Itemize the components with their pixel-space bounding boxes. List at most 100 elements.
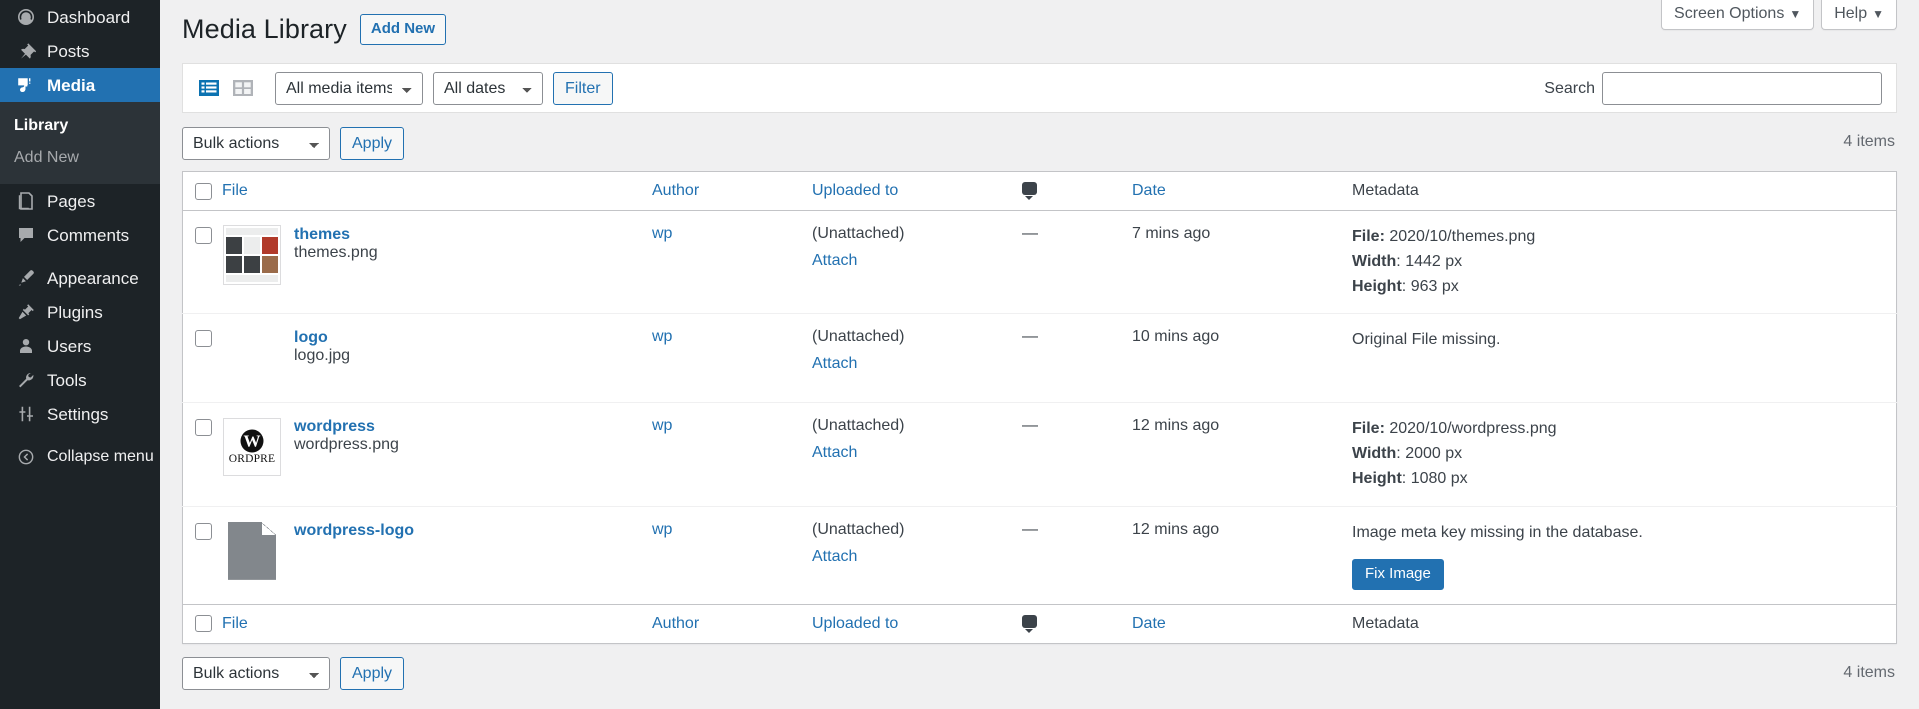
- sidebar-subitem-add-new[interactable]: Add New: [0, 142, 160, 174]
- author-link[interactable]: wp: [652, 417, 673, 435]
- column-footer-comments[interactable]: [1022, 603, 1132, 644]
- chevron-down-icon: ▼: [1872, 7, 1884, 21]
- column-link-author[interactable]: Author: [652, 614, 700, 632]
- column-footer-file[interactable]: File: [222, 603, 652, 644]
- row-author-cell: wp: [652, 402, 812, 507]
- apply-button-bottom[interactable]: Apply: [340, 657, 405, 691]
- date-filter-select[interactable]: All dates: [433, 71, 543, 105]
- media-filter-bar: All media items All dates Filter Search: [182, 63, 1897, 114]
- fix-image-button[interactable]: Fix Image: [1352, 558, 1444, 590]
- attach-link[interactable]: Attach: [812, 444, 858, 462]
- column-footer-author[interactable]: Author: [652, 603, 812, 644]
- sidebar-item-tools[interactable]: Tools: [0, 363, 160, 397]
- grid-view-icon[interactable]: [231, 76, 255, 100]
- column-header-author[interactable]: Author: [652, 171, 812, 212]
- column-link-uploaded-to[interactable]: Uploaded to: [812, 182, 899, 200]
- list-view-icon[interactable]: [197, 76, 221, 100]
- metadata-file-label: File:: [1352, 228, 1385, 246]
- screen-options-button[interactable]: Screen Options ▼: [1661, 0, 1815, 30]
- sidebar-item-dashboard[interactable]: Dashboard: [0, 0, 160, 34]
- sidebar-item-appearance[interactable]: Appearance: [0, 261, 160, 295]
- column-link-date[interactable]: Date: [1132, 182, 1166, 200]
- column-header-date[interactable]: Date: [1132, 171, 1352, 212]
- column-link-uploaded-to[interactable]: Uploaded to: [812, 614, 899, 632]
- bulk-actions-select-top[interactable]: Bulk actions: [182, 126, 330, 160]
- author-link[interactable]: wp: [652, 328, 673, 346]
- column-link-file[interactable]: File: [222, 614, 248, 632]
- metadata-height-value: 1080 px: [1410, 470, 1468, 488]
- displaying-num-bottom: 4 items: [1843, 663, 1895, 681]
- collapse-menu-button[interactable]: Collapse menu: [0, 440, 160, 474]
- search-input[interactable]: [1602, 72, 1882, 106]
- generic-file-thumb[interactable]: [222, 521, 282, 581]
- upload-date: 10 mins ago: [1132, 328, 1220, 346]
- attach-link[interactable]: Attach: [812, 547, 858, 565]
- attach-link[interactable]: Attach: [812, 355, 858, 373]
- media-submenu: Library Add New: [0, 102, 160, 184]
- author-link[interactable]: wp: [652, 520, 673, 538]
- table-row: wordpress-logo wp (Unattached) Attach —: [182, 505, 1897, 605]
- column-link-date[interactable]: Date: [1132, 614, 1166, 632]
- table-row: themes themes.png wp (Unattached) Attach…: [183, 211, 1897, 314]
- author-link[interactable]: wp: [652, 225, 673, 243]
- dashboard-icon: [14, 7, 38, 27]
- sidebar-item-media[interactable]: Media: [0, 68, 168, 102]
- column-footer-uploaded-to[interactable]: Uploaded to: [812, 603, 1022, 644]
- wordpress-logo-thumb[interactable]: W ORDPRE: [222, 417, 282, 477]
- sidebar-item-label: Comments: [47, 225, 130, 245]
- row-author-cell: wp: [652, 313, 812, 403]
- comments-count: —: [1022, 520, 1038, 538]
- displaying-num-top: 4 items: [1843, 133, 1895, 151]
- apply-button-top[interactable]: Apply: [340, 126, 405, 160]
- media-title-link[interactable]: themes: [294, 226, 351, 244]
- column-link-file[interactable]: File: [222, 182, 248, 200]
- column-footer-date[interactable]: Date: [1132, 603, 1352, 644]
- sidebar-item-users[interactable]: Users: [0, 329, 160, 363]
- select-all-checkbox-bottom[interactable]: [195, 615, 212, 633]
- media-title-link[interactable]: wordpress-logo: [294, 521, 415, 539]
- row-file-cell: themes themes.png: [222, 211, 652, 314]
- metadata-height-value: 963 px: [1410, 277, 1459, 295]
- broken-image-thumb[interactable]: [222, 328, 282, 388]
- media-filename: logo.jpg: [294, 347, 351, 365]
- admin-sidebar: Dashboard Posts Media Library Add New Pa…: [0, 0, 168, 709]
- filter-button[interactable]: Filter: [553, 71, 613, 105]
- row-checkbox[interactable]: [195, 330, 212, 348]
- add-new-button[interactable]: Add New: [359, 14, 447, 45]
- sidebar-item-posts[interactable]: Posts: [0, 34, 160, 68]
- sidebar-item-label: Posts: [47, 41, 90, 61]
- sidebar-item-plugins[interactable]: Plugins: [0, 295, 160, 329]
- row-checkbox[interactable]: [195, 522, 212, 540]
- media-filename: wordpress.png: [294, 436, 399, 454]
- metadata-height-label: Height: [1352, 277, 1402, 295]
- select-all-checkbox-top[interactable]: [195, 182, 212, 200]
- row-comments-cell: —: [1022, 211, 1132, 314]
- sidebar-subitem-library[interactable]: Library: [0, 110, 160, 142]
- help-button[interactable]: Help ▼: [1821, 0, 1897, 30]
- themes-screenshot-thumb[interactable]: [222, 225, 282, 286]
- row-metadata-cell: File: 2020/10/themes.png Width: 1442 px …: [1352, 211, 1897, 314]
- sidebar-item-pages[interactable]: Pages: [0, 184, 160, 218]
- column-header-metadata: Metadata: [1352, 171, 1897, 212]
- media-title-link[interactable]: wordpress: [294, 418, 375, 436]
- row-checkbox[interactable]: [195, 419, 212, 437]
- row-checkbox[interactable]: [195, 227, 212, 245]
- column-header-file[interactable]: File: [222, 171, 652, 212]
- column-link-author[interactable]: Author: [652, 182, 700, 200]
- column-header-uploaded-to[interactable]: Uploaded to: [812, 171, 1022, 212]
- metadata-width-line: Width: 1442 px: [1352, 252, 1463, 270]
- wp-body: Screen Options ▼ Help ▼ Media Library Add …: [160, 0, 1919, 709]
- unattached-label: (Unattached): [812, 225, 905, 243]
- metadata-message: Original File missing.: [1352, 331, 1501, 349]
- metadata-width-value: 1442 px: [1405, 252, 1463, 270]
- row-date-cell: 7 mins ago: [1132, 211, 1352, 314]
- attach-link[interactable]: Attach: [812, 252, 858, 270]
- sidebar-item-settings[interactable]: Settings: [0, 397, 160, 431]
- upload-date: 7 mins ago: [1132, 225, 1211, 243]
- comment-bubble-icon: [1022, 614, 1037, 633]
- media-title-link[interactable]: logo: [294, 329, 328, 347]
- media-items-filter-select[interactable]: All media items: [275, 71, 423, 105]
- sidebar-item-comments[interactable]: Comments: [0, 218, 160, 252]
- column-header-comments[interactable]: [1022, 171, 1132, 212]
- bulk-actions-select-bottom[interactable]: Bulk actions: [182, 657, 330, 691]
